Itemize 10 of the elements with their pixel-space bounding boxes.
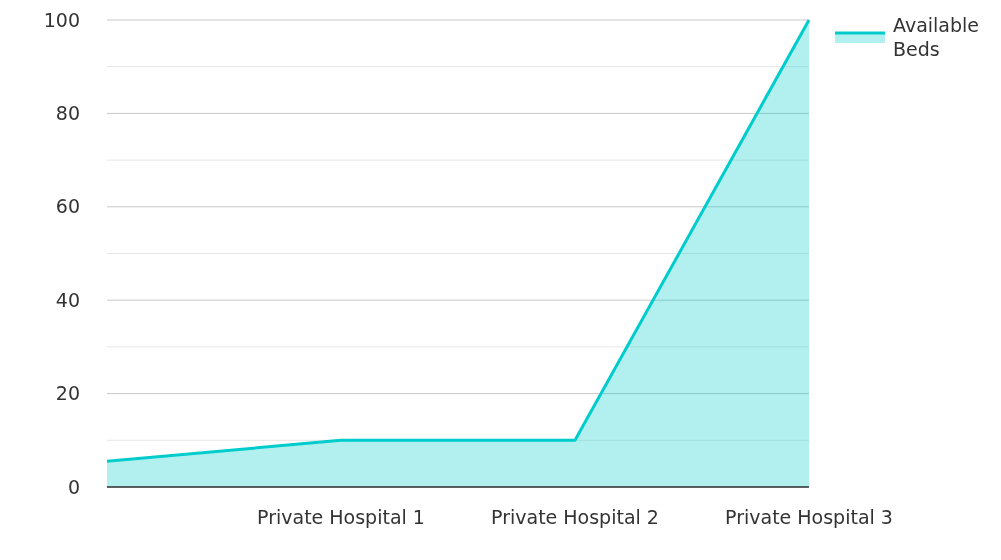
y-tick-label: 0 [67, 475, 80, 498]
y-tick-label: 100 [43, 8, 80, 31]
y-tick-label: 80 [55, 102, 80, 125]
y-tick-label: 40 [55, 288, 80, 311]
y-tick-label: 20 [55, 382, 80, 405]
x-tick-label: Private Hospital 1 [257, 506, 425, 528]
x-tick-label: Private Hospital 3 [725, 506, 893, 528]
x-tick-label: Private Hospital 2 [491, 506, 659, 528]
y-tick-label: 60 [55, 195, 80, 218]
legend-label: Available Beds [893, 14, 980, 60]
